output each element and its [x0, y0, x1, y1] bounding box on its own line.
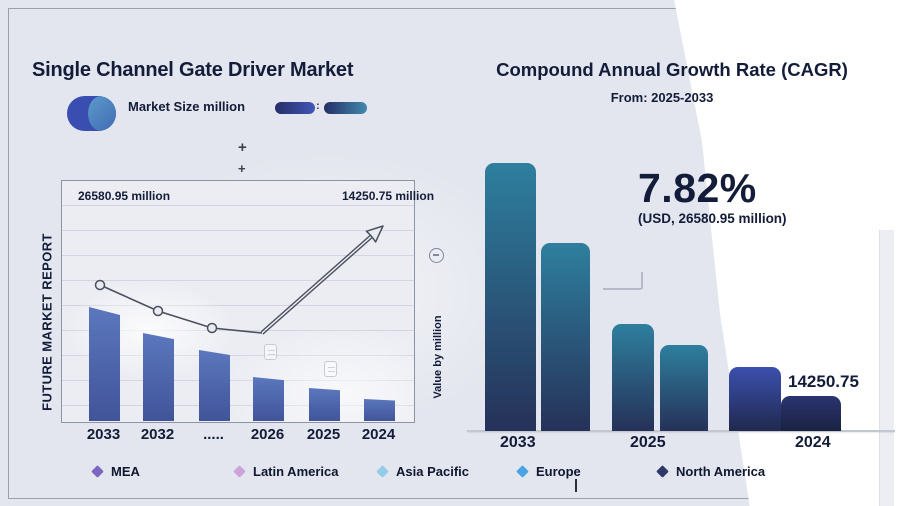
- circle-minus-icon: [429, 248, 444, 263]
- ratio-pill-left-icon: [275, 102, 315, 114]
- right-chart-axis: [467, 430, 895, 432]
- left-x-label-2025: 2025: [306, 426, 341, 443]
- plus-icon: +: [238, 139, 247, 156]
- value-by-million-label: Value by million: [432, 315, 444, 399]
- right-bar-2024-s2: [781, 396, 841, 431]
- corner-bracket-vertical: [641, 272, 643, 289]
- left-x-label-2033: 2033: [86, 426, 121, 443]
- cagr-subtitle: From: 2025-2033: [610, 90, 714, 105]
- cursor-tick: [575, 479, 577, 492]
- left-x-label-2032: 2032: [140, 426, 175, 443]
- pill-highlight: [88, 96, 116, 131]
- left-x-label-2026: 2026: [250, 426, 285, 443]
- left-x-axis-labels: 2033 2032..... 2026 2025 2024: [61, 426, 415, 444]
- ratio-colon: :: [316, 100, 320, 112]
- future-market-report-label: FUTURE MARKET REPORT: [39, 233, 55, 411]
- left-bar-2033: [89, 307, 120, 421]
- left-chart-title: Single Channel Gate Driver Market: [32, 59, 354, 81]
- right-bar-2033-s1: [485, 163, 536, 431]
- bar-value-label: 14250.75: [788, 372, 859, 391]
- left-x-label-.....: .....: [203, 426, 224, 443]
- cagr-detail: (USD, 26580.95 million): [638, 211, 787, 226]
- plus-icon-small: +: [238, 161, 246, 176]
- right-bar-2025-s2: [660, 345, 708, 431]
- right-x-label-2025: 2025: [630, 434, 666, 451]
- right-x-label-2024: 2024: [795, 434, 831, 451]
- ratio-pill-right-icon: [324, 102, 367, 114]
- right-bar-2025-s1: [612, 324, 654, 431]
- right-bar-2033-s2: [541, 243, 590, 431]
- market-size-legend-label: Market Size million: [128, 99, 246, 114]
- legend-label: North America: [676, 464, 766, 479]
- market-size-pill-icon: [67, 96, 116, 131]
- cagr-title: Compound Annual Growth Rate (CAGR): [496, 59, 848, 80]
- legend-label: Latin America: [253, 464, 339, 479]
- corner-bracket-horizontal: [603, 288, 641, 290]
- page-edge-strip: [879, 230, 894, 506]
- legend-label: Europe: [536, 464, 581, 479]
- right-x-label-2033: 2033: [500, 434, 536, 451]
- legend-label: Asia Pacific: [396, 464, 469, 479]
- left-x-label-2024: 2024: [361, 426, 396, 443]
- trend-line-arrow: [94, 225, 384, 335]
- right-bar-2024-s1: [729, 367, 781, 431]
- legend-label: MEA: [111, 464, 140, 479]
- cagr-value: 7.82%: [638, 165, 757, 211]
